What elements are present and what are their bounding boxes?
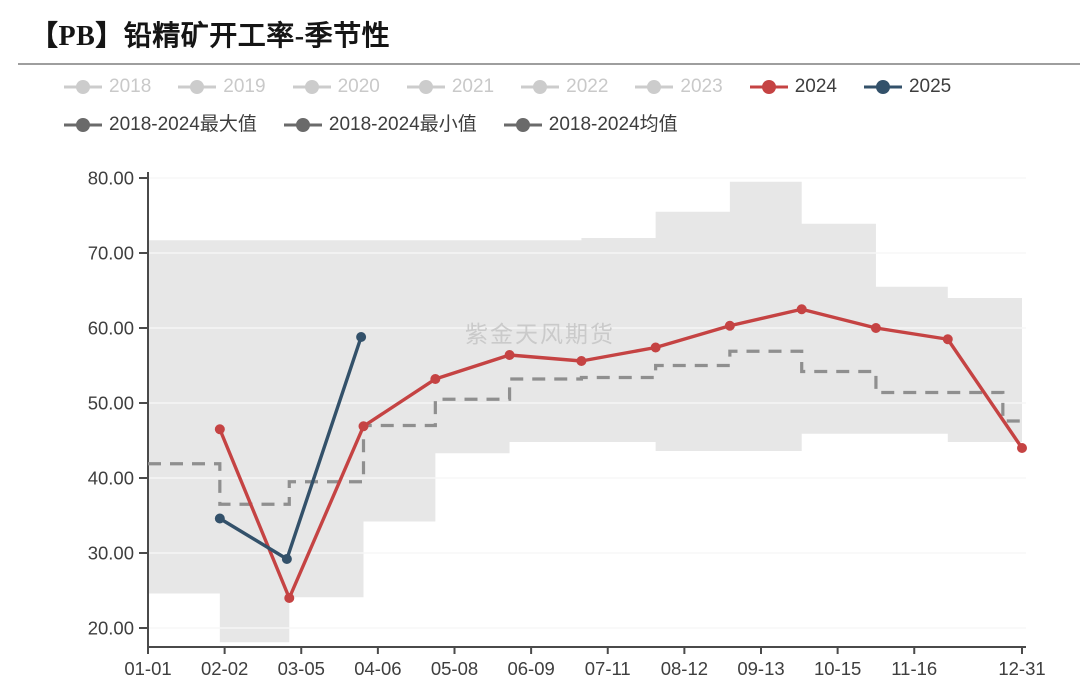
chart-svg[interactable]: 紫金天风期货 80.00 70.00 60.00 50.00 40.00 30.00 20.0… bbox=[0, 160, 1080, 686]
y-axis-label: 80.00 bbox=[88, 168, 134, 189]
title-divider bbox=[18, 63, 1080, 65]
legend-marker-2018-2024-min bbox=[283, 118, 322, 132]
series-2024-line[interactable] bbox=[218, 307, 1024, 600]
legend-marker-2025 bbox=[863, 80, 902, 94]
series-2024-point[interactable] bbox=[1017, 443, 1027, 453]
legend-marker-2021 bbox=[406, 80, 445, 94]
x-axis-label: 08-12 bbox=[661, 658, 708, 679]
legend-item-2025[interactable]: 2025 bbox=[863, 76, 952, 98]
y-axis-label: 30.00 bbox=[88, 543, 134, 564]
legend-label: 2024 bbox=[794, 76, 837, 97]
legend-row-1: 2018 2019 2020 2021 2022 2023 2024 2025 bbox=[64, 76, 951, 98]
legend-item-2024[interactable]: 2024 bbox=[749, 76, 837, 98]
legend-item-2022[interactable]: 2022 bbox=[521, 76, 608, 98]
legend-item-2018-2024-max[interactable]: 2018-2024最大值 bbox=[64, 114, 257, 136]
legend-label: 2023 bbox=[680, 76, 723, 97]
x-axis-label: 02-02 bbox=[201, 658, 248, 679]
legend-marker-2022 bbox=[521, 80, 560, 94]
y-axis-label: 70.00 bbox=[88, 243, 134, 264]
legend-row-2: 2018-2024最大值 2018-2024最小值 2018-2024均值 bbox=[64, 114, 951, 136]
series-2024-point[interactable] bbox=[430, 374, 441, 384]
legend-marker-2018-2024-mean bbox=[503, 118, 542, 132]
legend-label: 2018-2024最大值 bbox=[109, 114, 257, 135]
series-2025-point[interactable] bbox=[356, 332, 367, 342]
legend-label: 2018-2024均值 bbox=[548, 114, 678, 135]
legend-item-2020[interactable]: 2020 bbox=[292, 76, 380, 98]
series-2024-point[interactable] bbox=[214, 424, 225, 435]
legend: 2018 2019 2020 2021 2022 2023 2024 2025 2018-202… bbox=[64, 76, 951, 136]
series-2024-point[interactable] bbox=[504, 350, 515, 360]
chart-area[interactable]: 紫金天风期货 80.00 70.00 60.00 50.00 40.00 30.00 20.0… bbox=[0, 160, 1080, 686]
legend-label: 2022 bbox=[566, 76, 609, 97]
legend-marker-2024 bbox=[749, 80, 788, 94]
x-axis-label: 04-06 bbox=[354, 658, 401, 679]
legend-label: 2025 bbox=[908, 76, 952, 97]
legend-marker-2018 bbox=[64, 80, 102, 94]
series-2024-point[interactable] bbox=[724, 320, 735, 331]
series-2024-point[interactable] bbox=[870, 323, 881, 333]
series-2025-point[interactable] bbox=[281, 554, 292, 564]
series-2024-point[interactable] bbox=[358, 421, 369, 432]
series-2024-point[interactable] bbox=[796, 304, 807, 315]
legend-marker-2023 bbox=[635, 80, 674, 94]
series-2025-point[interactable] bbox=[214, 513, 225, 524]
x-axis-label: 03-05 bbox=[278, 658, 325, 679]
x-axis-label: 12-31 bbox=[998, 658, 1045, 679]
legend-item-2018-2024-min[interactable]: 2018-2024最小值 bbox=[283, 114, 477, 136]
x-axis-label: 09-13 bbox=[737, 658, 784, 679]
page-title: 【PB】铅精矿开工率-季节性 bbox=[30, 21, 391, 52]
legend-item-2018[interactable]: 2018 bbox=[64, 76, 151, 98]
y-axis-label: 60.00 bbox=[88, 318, 134, 339]
y-axis-label: 50.00 bbox=[88, 393, 134, 414]
series-2024-point[interactable] bbox=[576, 356, 587, 366]
legend-label: 2018 bbox=[109, 76, 152, 97]
series-2024-point[interactable] bbox=[942, 334, 953, 345]
y-axis-label: 40.00 bbox=[88, 468, 134, 489]
legend-marker-2018-2024-max bbox=[64, 118, 102, 132]
series-2024-point[interactable] bbox=[284, 593, 295, 603]
x-axis-label: 06-09 bbox=[507, 658, 554, 679]
x-axis-label: 01-01 bbox=[124, 658, 171, 679]
legend-item-2021[interactable]: 2021 bbox=[406, 76, 495, 98]
legend-label: 2020 bbox=[337, 76, 380, 97]
legend-marker-2020 bbox=[292, 80, 331, 94]
legend-marker-2019 bbox=[178, 80, 217, 94]
legend-item-2023[interactable]: 2023 bbox=[635, 76, 723, 98]
x-axis-label: 11-16 bbox=[891, 658, 937, 679]
band-max-min-range bbox=[148, 181, 1022, 643]
x-axis-label: 07-11 bbox=[585, 658, 631, 679]
legend-label: 2021 bbox=[451, 76, 495, 97]
series-mean-2018-2024-line[interactable] bbox=[148, 349, 1022, 506]
series-2024-point[interactable] bbox=[650, 342, 661, 353]
y-axis-label: 20.00 bbox=[88, 618, 134, 639]
legend-label: 2019 bbox=[223, 76, 266, 97]
legend-label: 2018-2024最小值 bbox=[328, 114, 477, 135]
watermark: 紫金天风期货 bbox=[465, 321, 615, 347]
x-axis-label: 10-15 bbox=[814, 658, 861, 679]
legend-item-2019[interactable]: 2019 bbox=[178, 76, 266, 98]
legend-item-2018-2024-mean[interactable]: 2018-2024均值 bbox=[503, 114, 678, 136]
x-axis-label: 05-08 bbox=[431, 658, 478, 679]
